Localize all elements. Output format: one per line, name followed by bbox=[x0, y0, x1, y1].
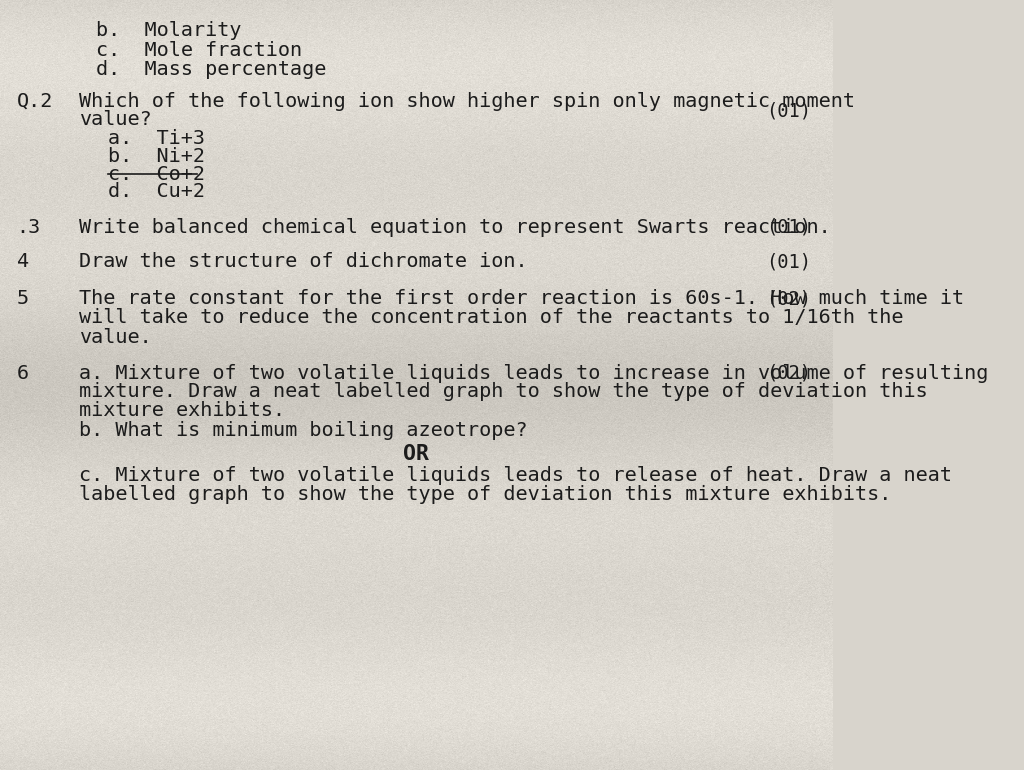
Text: (01): (01) bbox=[766, 218, 811, 236]
Text: Write balanced chemical equation to represent Swarts reaction.: Write balanced chemical equation to repr… bbox=[79, 218, 830, 236]
Text: mixture. Draw a neat labelled graph to show the type of deviation this: mixture. Draw a neat labelled graph to s… bbox=[79, 383, 928, 401]
Text: c. Mixture of two volatile liquids leads to release of heat. Draw a neat: c. Mixture of two volatile liquids leads… bbox=[79, 467, 952, 485]
Text: 4: 4 bbox=[16, 253, 29, 271]
Text: mixture exhibits.: mixture exhibits. bbox=[79, 401, 286, 420]
Text: (01): (01) bbox=[766, 102, 811, 120]
Text: Q.2: Q.2 bbox=[16, 92, 53, 111]
Text: b.  Ni+2: b. Ni+2 bbox=[109, 147, 205, 166]
Text: 6: 6 bbox=[16, 364, 29, 383]
Text: c.  Co+2: c. Co+2 bbox=[109, 165, 205, 183]
Text: (01): (01) bbox=[766, 253, 811, 271]
Text: a. Mixture of two volatile liquids leads to increase in volume of resulting: a. Mixture of two volatile liquids leads… bbox=[79, 364, 988, 383]
Text: d.  Cu+2: d. Cu+2 bbox=[109, 182, 205, 201]
Text: (02): (02) bbox=[766, 364, 811, 383]
Text: Which of the following ion show higher spin only magnetic moment: Which of the following ion show higher s… bbox=[79, 92, 855, 111]
Text: 5: 5 bbox=[16, 290, 29, 308]
Text: .3: .3 bbox=[16, 218, 41, 236]
Text: c.  Mole fraction: c. Mole fraction bbox=[96, 41, 302, 59]
Text: (02): (02) bbox=[766, 290, 811, 308]
Text: a.  Ti+3: a. Ti+3 bbox=[109, 129, 205, 148]
Text: OR: OR bbox=[403, 444, 429, 464]
Text: labelled graph to show the type of deviation this mixture exhibits.: labelled graph to show the type of devia… bbox=[79, 485, 892, 504]
Text: will take to reduce the concentration of the reactants to 1/16th the: will take to reduce the concentration of… bbox=[79, 308, 903, 326]
Text: b.  Molarity: b. Molarity bbox=[96, 22, 242, 40]
Text: Draw the structure of dichromate ion.: Draw the structure of dichromate ion. bbox=[79, 253, 527, 271]
Text: value?: value? bbox=[79, 110, 152, 129]
Text: The rate constant for the first order reaction is 60s-1. How much time it: The rate constant for the first order re… bbox=[79, 290, 965, 308]
Text: b. What is minimum boiling azeotrope?: b. What is minimum boiling azeotrope? bbox=[79, 421, 527, 440]
Text: d.  Mass percentage: d. Mass percentage bbox=[96, 60, 327, 79]
Text: value.: value. bbox=[79, 328, 152, 346]
